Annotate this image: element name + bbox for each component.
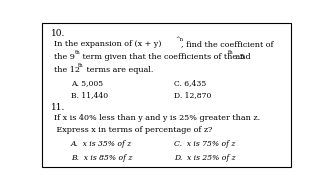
Text: C. 6,435: C. 6,435 [174, 79, 206, 88]
Text: B. 11,440: B. 11,440 [71, 91, 108, 99]
Text: term given that the coefficients of the 5: term given that the coefficients of the … [80, 53, 245, 61]
Text: D.  x is 25% of z: D. x is 25% of z [174, 154, 236, 162]
Text: and: and [233, 53, 251, 61]
Text: th: th [227, 50, 233, 55]
Text: B.  x is 85% of z: B. x is 85% of z [71, 154, 132, 162]
Text: A. 5,005: A. 5,005 [71, 79, 103, 88]
Text: In the expansion of (x + y): In the expansion of (x + y) [55, 40, 162, 48]
Text: th: th [78, 63, 84, 68]
Text: the 9: the 9 [55, 53, 75, 61]
Text: D. 12,870: D. 12,870 [174, 91, 212, 99]
Text: ^n: ^n [176, 37, 184, 42]
Text: If x is 40% less than y and y is 25% greater than z.: If x is 40% less than y and y is 25% gre… [55, 114, 261, 122]
Text: 10.: 10. [51, 29, 65, 37]
FancyBboxPatch shape [42, 23, 291, 167]
Text: , find the coefficient of: , find the coefficient of [181, 40, 274, 48]
Text: terms are equal.: terms are equal. [84, 66, 153, 74]
Text: C.  x is 75% of z: C. x is 75% of z [174, 140, 236, 148]
Text: th: th [75, 50, 80, 55]
Text: 11.: 11. [51, 103, 65, 112]
Text: the 12: the 12 [55, 66, 81, 74]
Text: Express x in terms of percentage of z?: Express x in terms of percentage of z? [55, 126, 213, 134]
Text: A.  x is 35% of z: A. x is 35% of z [71, 140, 132, 148]
